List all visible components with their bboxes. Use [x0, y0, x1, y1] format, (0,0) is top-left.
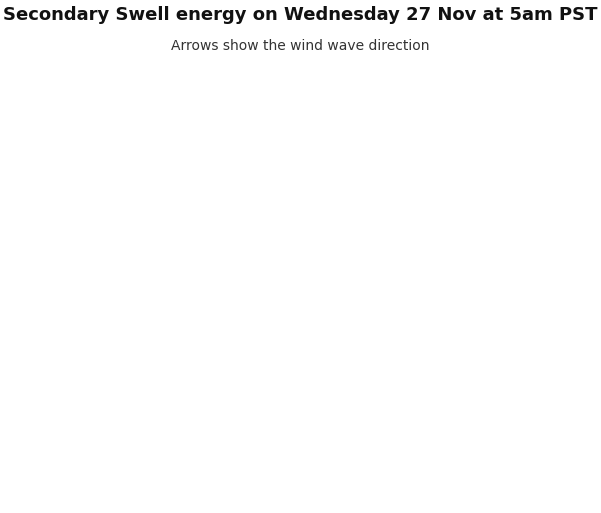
Text: Map of South China Sea
(Spratly Islands Region): Map of South China Sea (Spratly Islands …	[184, 267, 417, 308]
Text: Secondary Swell energy on Wednesday 27 Nov at 5am PST: Secondary Swell energy on Wednesday 27 N…	[3, 6, 598, 25]
Text: Arrows show the wind wave direction: Arrows show the wind wave direction	[171, 39, 430, 53]
